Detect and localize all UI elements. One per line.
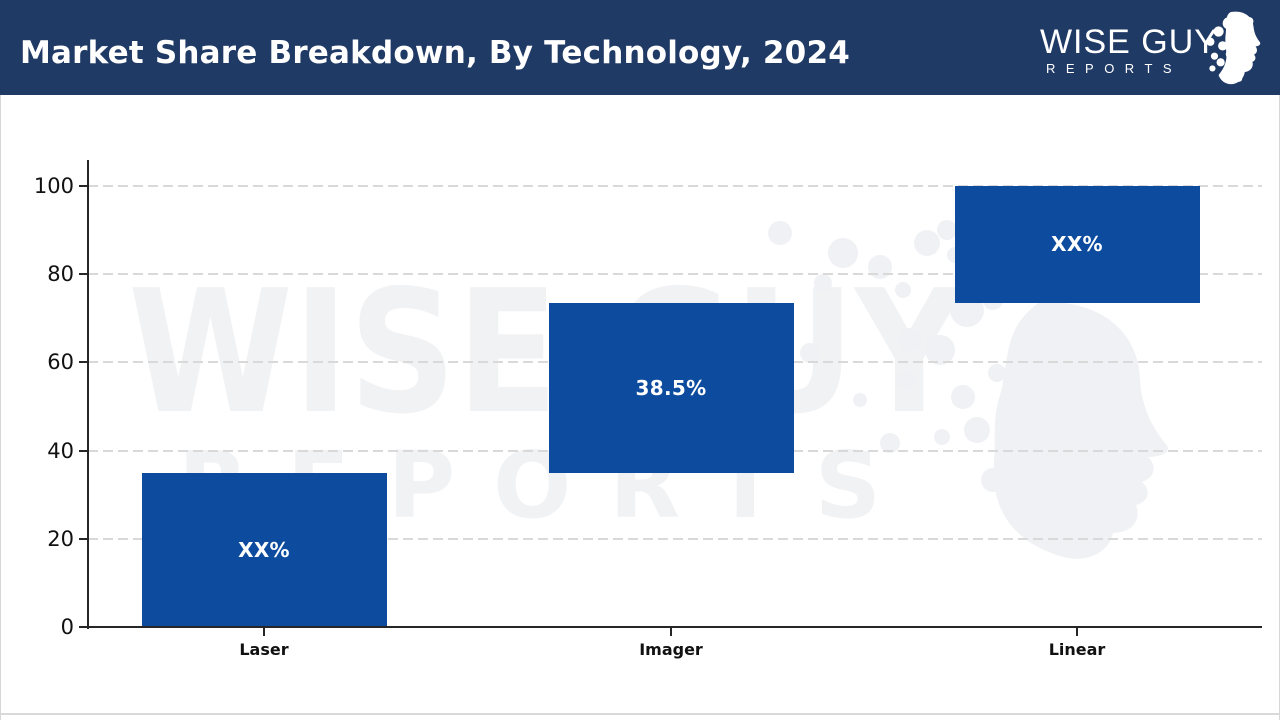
- chart-title: Market Share Breakdown, By Technology, 2…: [20, 34, 850, 71]
- y-axis-tick: [79, 626, 87, 628]
- bar-value-label: XX%: [1051, 232, 1103, 257]
- y-axis-tick-label: 100: [33, 174, 74, 198]
- gridline: [88, 537, 1262, 540]
- bar-laser: XX%: [141, 472, 387, 627]
- frame-left-border: [0, 95, 1, 720]
- watermark-wordmark: WISE GUY: [128, 254, 964, 452]
- y-axis-tick: [79, 273, 87, 276]
- y-axis-tick-label: 0: [60, 615, 74, 639]
- x-axis-category-label: Linear: [1048, 640, 1106, 659]
- x-axis-category-label: Imager: [639, 640, 703, 659]
- y-axis-tick-label: 60: [47, 350, 74, 375]
- header-bar: Market Share Breakdown, By Technology, 2…: [0, 0, 1280, 95]
- logo-subtitle: REPORTS: [1045, 60, 1183, 76]
- y-axis-tick-label: 80: [47, 262, 74, 287]
- y-axis-spine: [87, 160, 89, 629]
- y-axis-tick: [79, 185, 87, 187]
- logo-text: WISE GUY REPORTS: [1040, 25, 1218, 75]
- x-axis-tick: [263, 628, 265, 636]
- frame-bottom-border: [0, 713, 1280, 715]
- gridline: [88, 273, 1262, 276]
- x-axis-tick: [670, 628, 672, 636]
- x-axis-line: [87, 626, 1262, 628]
- y-axis-tick-label: 40: [47, 438, 74, 463]
- bar-value-label: XX%: [238, 537, 290, 562]
- gridline: [88, 185, 1262, 187]
- x-axis-tick: [1076, 628, 1078, 636]
- bar-imager: 38.5%: [548, 302, 794, 473]
- bar-value-label: 38.5%: [635, 375, 707, 400]
- wiseguy-logo: WISE GUY REPORTS: [1040, 11, 1266, 89]
- wiseguy-face-icon: [1206, 11, 1261, 84]
- logo-wordmark: WISE GUY: [1039, 22, 1218, 61]
- y-axis-tick: [79, 449, 87, 452]
- y-axis-tick-label: 20: [47, 526, 74, 551]
- y-axis-tick: [79, 361, 87, 364]
- x-axis-category-label: Laser: [239, 640, 289, 659]
- y-axis-tick: [79, 537, 87, 540]
- bar-linear: XX%: [954, 186, 1200, 303]
